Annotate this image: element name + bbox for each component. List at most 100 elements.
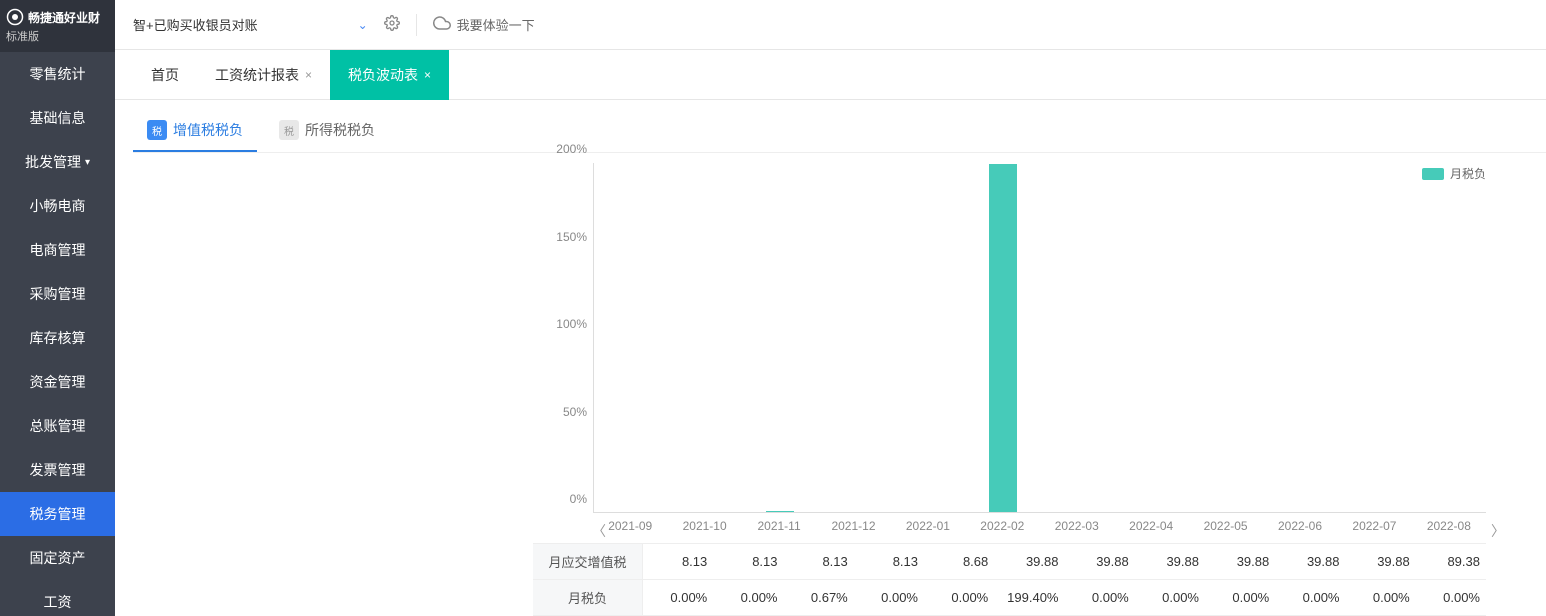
row-header: 月税负	[533, 580, 643, 615]
chevron-down-icon: ⌄	[358, 18, 368, 32]
bar-slot	[1040, 163, 1114, 512]
bar-slot	[594, 163, 668, 512]
gear-icon[interactable]	[384, 15, 400, 34]
table-cell: 39.88	[1346, 554, 1416, 569]
table-cell: 0.00%	[1135, 590, 1205, 605]
table-cell: 0.00%	[1065, 590, 1135, 605]
chevron-right-icon[interactable]: 〉	[1488, 521, 1508, 541]
brand-block: 畅捷通好业财 标准版	[0, 0, 115, 52]
table-cell: 8.13	[643, 554, 713, 569]
bars-outer: 2021-092021-102021-112021-122022-012022-…	[593, 163, 1486, 543]
x-tick-label: 2022-04	[1114, 513, 1188, 543]
chart-bar	[766, 511, 794, 512]
chart-plot: 0%50%100%150%200% 2021-092021-102021-112…	[133, 163, 1546, 543]
chevron-left-icon[interactable]: 〈	[589, 521, 609, 541]
chart-wrap: 月税负 0%50%100%150%200% 2021-092021-102021…	[133, 153, 1546, 616]
tab-row: 首页工资统计报表× 税负波动表 ×	[115, 50, 1546, 100]
x-tick-label: 2022-05	[1188, 513, 1262, 543]
bar-slot	[668, 163, 742, 512]
try-experience-label: 我要体验一下	[457, 15, 535, 34]
x-tick-label: 2021-10	[667, 513, 741, 543]
brand-name: 畅捷通好业财	[28, 9, 100, 26]
subtab-label: 增值税税负	[173, 120, 243, 140]
sidebar-item[interactable]: 税务管理	[0, 492, 115, 536]
table-cell: 0.00%	[924, 590, 994, 605]
page-tab[interactable]: 首页	[133, 50, 197, 100]
main-area: 智+已购买收银员对账 ⌄ 我要体验一下 首页工资统计报表× 税负波动表	[115, 0, 1546, 616]
bar-slot	[891, 163, 965, 512]
sidebar-item[interactable]: 固定资产	[0, 536, 115, 580]
y-tick-label: 100%	[556, 317, 587, 331]
y-tick-label: 150%	[556, 230, 587, 244]
bar-slot	[1337, 163, 1411, 512]
top-bar: 智+已购买收银员对账 ⌄ 我要体验一下	[115, 0, 1546, 50]
subtab-icon: 税	[279, 120, 299, 140]
table-cell: 8.13	[713, 554, 783, 569]
x-tick-label: 2021-11	[742, 513, 816, 543]
sidebar-item[interactable]: 库存核算	[0, 316, 115, 360]
brand-edition: 标准版	[6, 28, 39, 44]
x-tick-label: 2021-12	[816, 513, 890, 543]
org-selector[interactable]: 智+已购买收银员对账 ⌄	[133, 15, 368, 34]
y-axis: 0%50%100%150%200%	[533, 163, 593, 543]
x-tick-label: 2022-07	[1337, 513, 1411, 543]
tab-label: 税负波动表	[348, 65, 418, 85]
x-tick-label: 2022-06	[1263, 513, 1337, 543]
table-cell: 89.38	[1416, 554, 1486, 569]
sidebar-item[interactable]: 批发管理	[0, 140, 115, 184]
table-cell: 8.13	[784, 554, 854, 569]
subtab-icon: 税	[147, 120, 167, 140]
x-tick-label: 2022-01	[891, 513, 965, 543]
sidebar: 畅捷通好业财 标准版 零售统计基础信息批发管理小畅电商电商管理采购管理库存核算资…	[0, 0, 115, 616]
x-tick-label: 2022-03	[1040, 513, 1114, 543]
table-cell: 39.88	[1135, 554, 1205, 569]
row-header: 月应交增值税	[533, 544, 643, 579]
table-row: 月应交增值税8.138.138.138.138.6839.8839.8839.8…	[533, 544, 1486, 580]
vertical-divider	[416, 14, 417, 36]
cloud-icon	[433, 14, 451, 35]
table-cell: 39.88	[1275, 554, 1345, 569]
sidebar-item[interactable]: 基础信息	[0, 96, 115, 140]
y-tick-label: 0%	[570, 492, 587, 506]
x-tick-label: 2022-08	[1412, 513, 1486, 543]
bar-slot	[743, 163, 817, 512]
sub-tab[interactable]: 税所得税税负	[265, 110, 389, 152]
close-icon[interactable]: ×	[305, 68, 312, 82]
bar-slot	[966, 163, 1040, 512]
table-cell: 0.67%	[784, 590, 854, 605]
bar-slot	[1189, 163, 1263, 512]
table-row: 月税负0.00%0.00%0.67%0.00%0.00%199.40%0.00%…	[533, 580, 1486, 616]
table-cell: 0.00%	[1416, 590, 1486, 605]
sidebar-item[interactable]: 零售统计	[0, 52, 115, 96]
sidebar-item[interactable]: 小畅电商	[0, 184, 115, 228]
table-cell: 0.00%	[713, 590, 783, 605]
sidebar-item[interactable]: 总账管理	[0, 404, 115, 448]
sidebar-item[interactable]: 工资	[0, 580, 115, 616]
table-cell: 39.88	[994, 554, 1064, 569]
page-tab[interactable]: 工资统计报表×	[197, 50, 330, 100]
sidebar-item[interactable]: 电商管理	[0, 228, 115, 272]
y-tick-label: 50%	[563, 405, 587, 419]
x-axis: 2021-092021-102021-112021-122022-012022-…	[593, 513, 1486, 543]
try-experience-link[interactable]: 我要体验一下	[433, 14, 535, 35]
table-cell: 39.88	[1065, 554, 1135, 569]
bar-slot	[1263, 163, 1337, 512]
brand-logo-icon	[6, 8, 24, 26]
sub-tab[interactable]: 税增值税税负	[133, 110, 257, 152]
sidebar-item[interactable]: 资金管理	[0, 360, 115, 404]
bars-area	[593, 163, 1486, 513]
table-cell: 0.00%	[1205, 590, 1275, 605]
sub-tab-row: 税增值税税负税所得税税负	[133, 110, 1546, 153]
sidebar-item[interactable]: 采购管理	[0, 272, 115, 316]
bar-slot	[817, 163, 891, 512]
table-cell: 0.00%	[1346, 590, 1416, 605]
table-cell: 39.88	[1205, 554, 1275, 569]
page-tab[interactable]: 税负波动表 ×	[330, 50, 449, 100]
subtab-label: 所得税税负	[305, 120, 375, 140]
org-selector-label: 智+已购买收银员对账	[133, 15, 258, 34]
sidebar-item[interactable]: 发票管理	[0, 448, 115, 492]
y-tick-label: 200%	[556, 142, 587, 156]
table-cell: 8.68	[924, 554, 994, 569]
close-icon[interactable]: ×	[424, 68, 431, 82]
data-table: 月应交增值税8.138.138.138.138.6839.8839.8839.8…	[533, 543, 1486, 616]
